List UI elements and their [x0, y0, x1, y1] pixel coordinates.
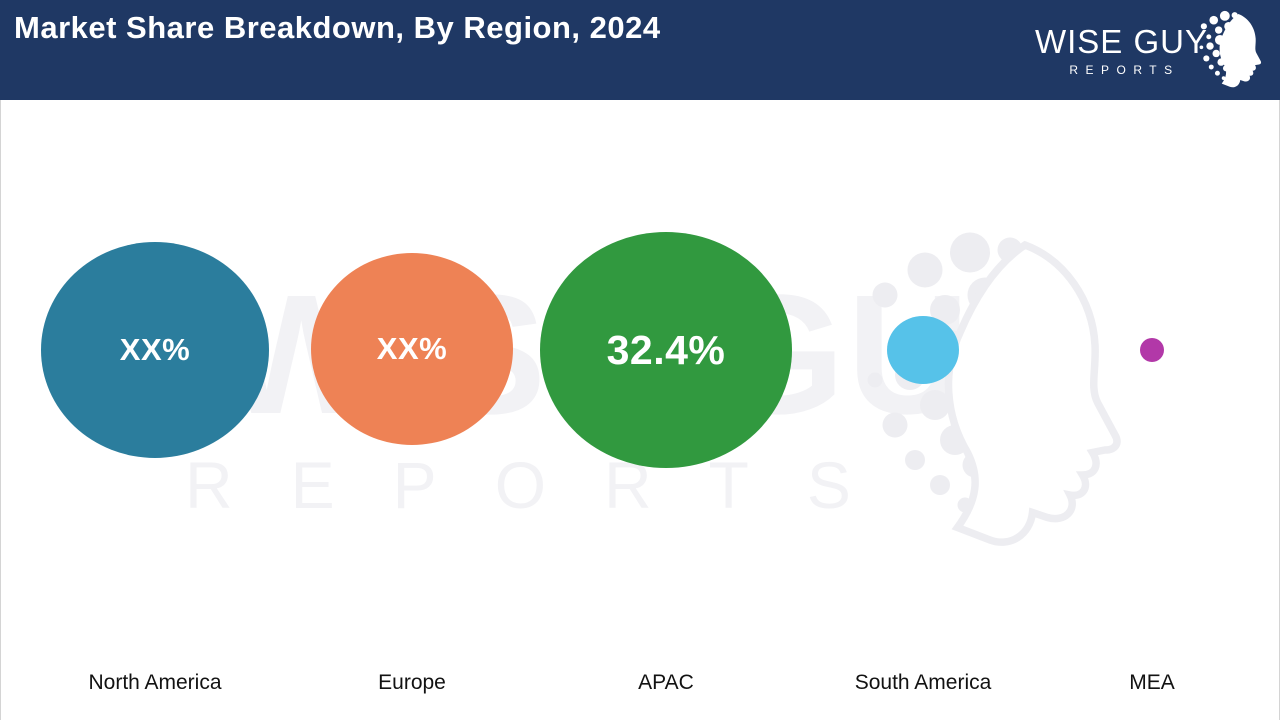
brand-logo: WISE GUY REPORTS [1035, 6, 1268, 96]
watermark-reports-text: REPORTS [185, 448, 909, 522]
header-bar: Market Share Breakdown, By Region, 2024 … [0, 0, 1280, 100]
bubble-apac: 32.4% [540, 232, 792, 468]
brand-name-text: WISE GUY [1034, 23, 1208, 61]
category-label-north-america: North America [88, 671, 222, 694]
watermark-head-icon [819, 220, 1171, 570]
bubble-north-america: XX% [41, 242, 269, 458]
bubble-mea [1140, 338, 1164, 362]
bubble-south-america [887, 316, 959, 384]
category-label-europe: Europe [378, 671, 446, 694]
page-title: Market Share Breakdown, By Region, 2024 [14, 10, 661, 45]
category-label-apac: APAC [638, 671, 694, 694]
wiseguy-head-icon [1194, 7, 1268, 95]
bubble-europe: XX% [311, 253, 513, 445]
category-label-south-america: South America [854, 671, 992, 694]
category-label-mea: MEA [1129, 671, 1175, 694]
brand-wordmark: WISE GUY REPORTS [1035, 25, 1208, 77]
brand-subtitle-text: REPORTS [1069, 62, 1180, 77]
bubble-chart: WISE GUY REPORTS XX%North AmericaXX%Euro… [0, 100, 1280, 720]
